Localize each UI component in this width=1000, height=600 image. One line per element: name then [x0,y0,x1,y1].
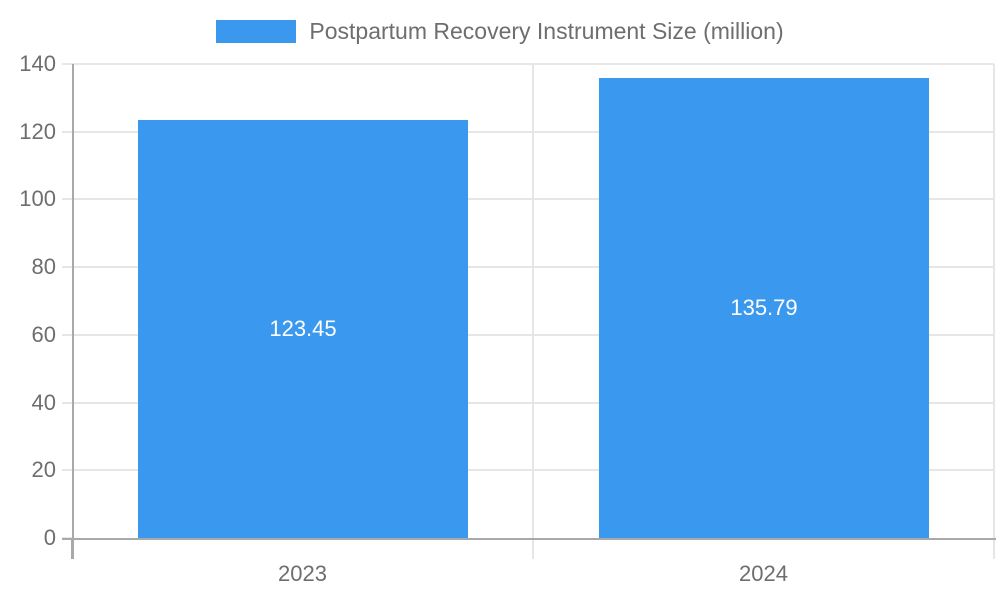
gridline [993,64,995,540]
y-axis-tick [62,63,72,65]
bar-value-label: 123.45 [269,316,337,341]
x-axis-tick [532,540,534,559]
x-axis-tick [993,540,995,559]
y-axis-tick-label: 60 [31,322,56,347]
y-axis-tick [62,402,72,404]
bar-value-label: 135.79 [730,295,798,320]
y-axis-tick [62,198,72,200]
x-axis-label: 2023 [278,561,327,586]
y-axis-tick-label: 80 [31,254,56,279]
y-axis-tick-label: 140 [19,51,56,76]
y-axis-tick-label: 0 [43,525,56,550]
y-axis-line [72,64,74,559]
gridline [532,64,534,540]
y-axis-tick [62,334,72,336]
y-axis-tick-label: 20 [31,457,56,482]
y-axis-tick-label: 120 [19,119,56,144]
legend-label: Postpartum Recovery Instrument Size (mil… [309,18,784,44]
x-axis-line [62,538,996,540]
y-axis-tick-label: 100 [19,186,56,211]
y-axis-tick [62,469,72,471]
y-axis-tick [62,131,72,133]
y-axis-tick [62,266,72,268]
legend-swatch [216,19,297,43]
bar[interactable] [599,78,929,538]
chart-legend[interactable]: Postpartum Recovery Instrument Size (mil… [0,17,1000,45]
bar[interactable] [138,120,468,538]
y-axis-tick-label: 40 [31,390,56,415]
x-axis-label: 2024 [739,561,788,586]
